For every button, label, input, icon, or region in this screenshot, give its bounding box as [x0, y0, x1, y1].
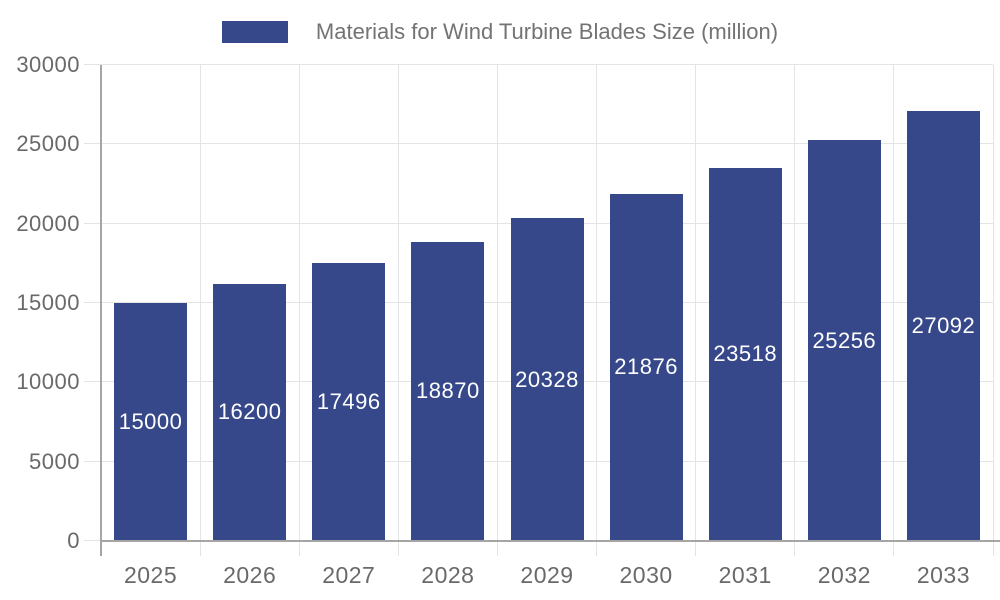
- bar[interactable]: [411, 241, 485, 541]
- v-gridline: [794, 65, 796, 541]
- x-axis-tick: [298, 541, 300, 556]
- h-gridline: [84, 143, 993, 145]
- legend[interactable]: Materials for Wind Turbine Blades Size (…: [0, 19, 1000, 45]
- v-gridline: [397, 65, 399, 541]
- x-tick-label: 2031: [718, 562, 772, 588]
- bar-value-label: 23518: [713, 341, 778, 367]
- h-gridline: [84, 64, 993, 65]
- h-gridline: [84, 540, 100, 541]
- y-tick-label: 25000: [16, 131, 80, 157]
- x-axis-tick: [199, 541, 201, 556]
- x-axis-tick: [695, 541, 697, 556]
- legend-swatch: [221, 21, 288, 43]
- x-axis-line: [100, 540, 1000, 542]
- v-gridline: [496, 65, 498, 541]
- x-axis-tick: [496, 541, 498, 556]
- bar-value-label: 25256: [812, 327, 877, 353]
- x-axis-tick: [794, 541, 796, 556]
- x-tick-label: 2025: [123, 562, 178, 588]
- v-gridline: [992, 65, 994, 541]
- bar[interactable]: [312, 263, 386, 541]
- v-gridline: [596, 65, 598, 541]
- x-axis-tick: [397, 541, 399, 556]
- bar-value-label: 27092: [911, 313, 976, 339]
- x-tick-label: 2027: [322, 562, 376, 588]
- y-tick-label: 0: [67, 528, 80, 553]
- x-tick-label: 2029: [520, 562, 574, 588]
- x-tick-label: 2032: [817, 562, 871, 588]
- x-axis-tick: [893, 541, 895, 556]
- x-axis-tick: [992, 541, 994, 556]
- bar-value-label: 16200: [217, 399, 282, 425]
- v-gridline: [695, 65, 697, 541]
- y-axis-line: [100, 65, 102, 556]
- y-tick-label: 20000: [16, 210, 80, 236]
- v-gridline: [893, 65, 895, 541]
- bar[interactable]: [906, 111, 980, 541]
- y-tick-label: 10000: [16, 369, 80, 395]
- y-tick-label: 30000: [16, 52, 80, 77]
- v-gridline: [199, 65, 201, 541]
- bar[interactable]: [114, 303, 188, 541]
- x-axis-tick: [596, 541, 598, 556]
- x-tick-label: 2030: [619, 562, 673, 588]
- bar-value-label: 21876: [614, 354, 678, 380]
- bar-value-label: 18870: [416, 378, 480, 404]
- bar[interactable]: [807, 140, 881, 541]
- bar-value-label: 20328: [515, 366, 579, 392]
- y-tick-label: 5000: [29, 448, 80, 474]
- bar-value-label: 17496: [316, 389, 381, 415]
- bar[interactable]: [708, 167, 782, 541]
- bar-value-label: 15000: [118, 409, 183, 434]
- legend-label: Materials for Wind Turbine Blades Size (…: [315, 19, 779, 44]
- bar[interactable]: [213, 283, 287, 541]
- x-tick-label: 2028: [421, 562, 475, 588]
- x-tick-label: 2033: [916, 562, 971, 588]
- x-tick-label: 2026: [223, 562, 277, 588]
- v-gridline: [298, 65, 300, 541]
- bar[interactable]: [510, 218, 584, 541]
- y-tick-label: 15000: [16, 290, 80, 315]
- bar[interactable]: [609, 193, 683, 541]
